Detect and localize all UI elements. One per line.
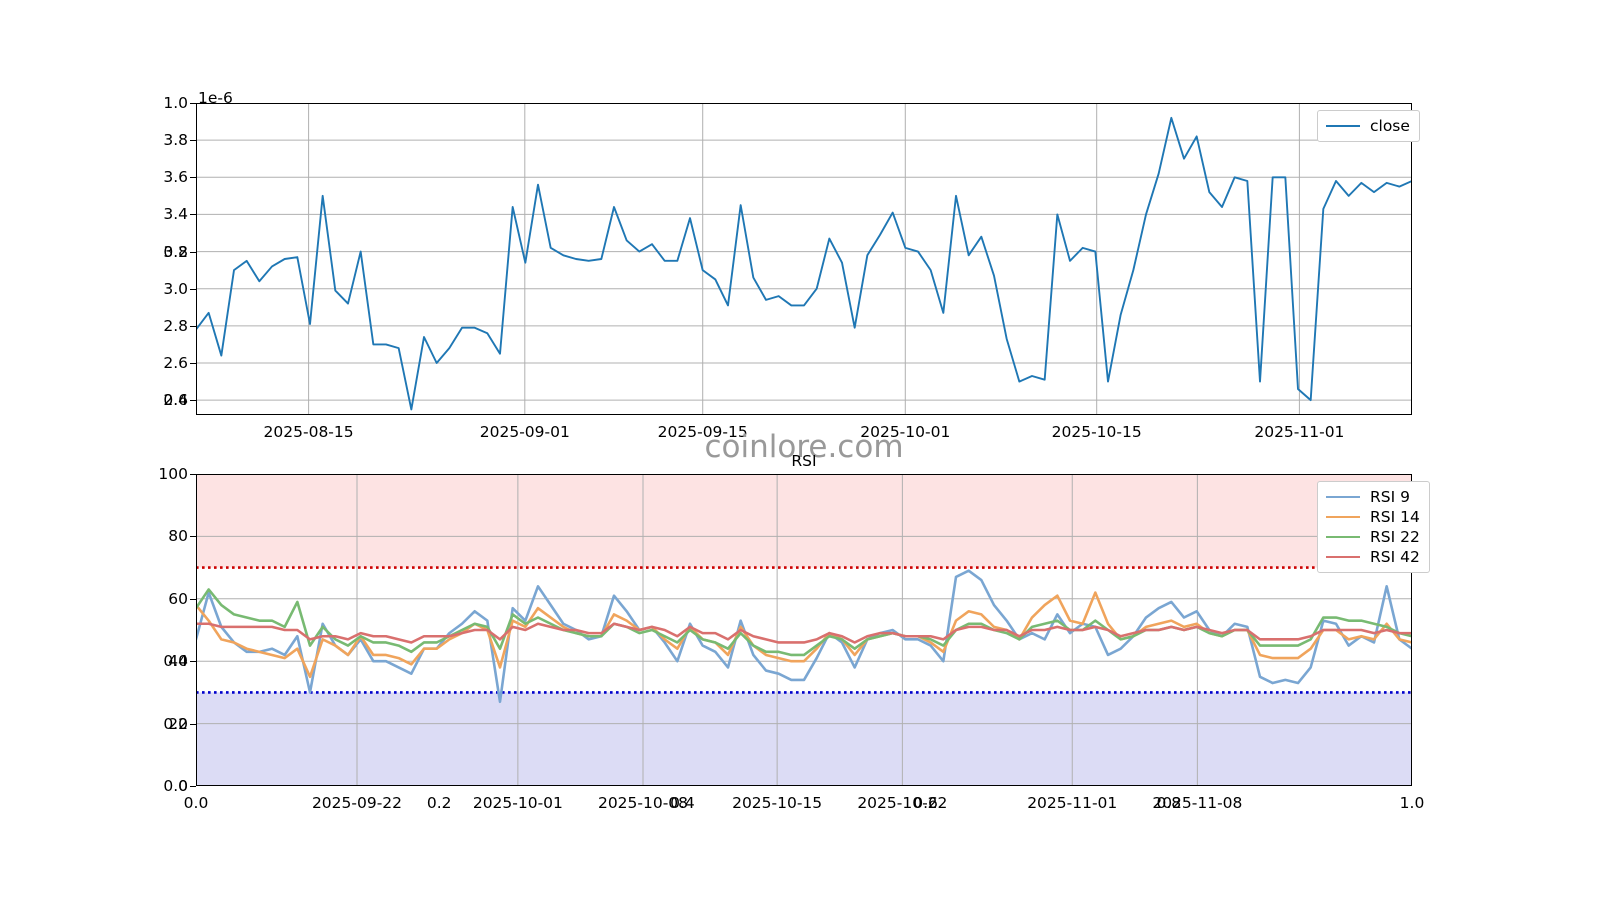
legend-swatch-icon [1326, 556, 1360, 558]
legend-swatch-icon [1326, 516, 1360, 518]
price-legend[interactable]: close [1317, 110, 1420, 142]
price-y-tick-mark [190, 140, 196, 142]
legend-label: RSI 9 [1370, 488, 1410, 506]
rsi-y-tick-mark [190, 598, 196, 600]
legend-label: RSI 42 [1370, 548, 1420, 566]
price-x-tick-label: 2025-09-01 [479, 423, 570, 441]
price-y-tick-mark [190, 288, 196, 290]
legend-item-rsi-9[interactable]: RSI 9 [1326, 487, 1420, 507]
rsi-secondary-x-tick-label: 0.8 [1156, 794, 1182, 812]
rsi-y-tick-mark [190, 723, 196, 725]
rsi-x-tick-label: 2025-10-22 [857, 794, 948, 812]
rsi-secondary-x-tick-label: 1.0 [1399, 794, 1425, 812]
rsi-y-tick-mark [190, 786, 196, 787]
rsi-secondary-x-tick-label: 0.4 [670, 794, 695, 812]
price-y-tick-label: 1.0 [163, 94, 188, 112]
rsi-y-tick-label: 80 [168, 527, 188, 546]
price-secondary-y-tick-label: 0.8 [163, 242, 188, 261]
price-y-tick-label: 3.8 [163, 131, 188, 150]
rsi-secondary-x-tick-label: 0.6 [913, 794, 938, 812]
price-y-tick-label: 3.2 [163, 242, 188, 261]
price-y-tick-mark [190, 363, 196, 364]
rsi-y-tick-mark [190, 661, 196, 663]
price-y-tick-label: 2.8 [163, 316, 188, 335]
price-y-tick-label: 3.0 [163, 279, 188, 298]
legend-label: close [1370, 117, 1410, 135]
price-y-tick-mark [190, 214, 196, 216]
price-y-tick-mark [190, 251, 196, 253]
rsi-y-tick-mark [190, 536, 196, 538]
price-y-tick-label: 3.6 [163, 168, 188, 187]
rsi-y-tick-label: 100 [158, 465, 188, 483]
legend-swatch-icon [1326, 496, 1360, 498]
price-chart-panel [196, 103, 1412, 415]
rsi-secondary-x-tick-label: 0.0 [183, 794, 209, 812]
price-secondary-y-tick-label: 0.6 [163, 391, 188, 410]
rsi-y-tick-mark [190, 474, 196, 475]
rsi-secondary-x-tick-label: 0.2 [426, 794, 452, 812]
legend-label: RSI 22 [1370, 528, 1420, 546]
watermark: coinlore.com [704, 429, 904, 465]
price-y-tick-mark [190, 177, 196, 179]
rsi-chart-title: RSI [791, 452, 817, 470]
legend-item-rsi-42[interactable]: RSI 42 [1326, 547, 1420, 567]
price-x-tick-label: 2025-10-15 [1051, 423, 1142, 441]
rsi-x-tick-label: 2025-10-15 [732, 794, 823, 812]
rsi-secondary-y-tick-label: 0.0 [163, 777, 188, 795]
price-y-tick-label: 2.4 [163, 391, 188, 410]
legend-label: RSI 14 [1370, 508, 1420, 526]
price-x-tick-label: 2025-08-15 [263, 423, 354, 441]
price-x-tick-label: 2025-10-01 [860, 423, 951, 441]
rsi-x-tick-label: 2025-10-01 [472, 794, 563, 812]
legend-item-close[interactable]: close [1326, 116, 1410, 136]
price-x-tick-label: 2025-09-15 [657, 423, 748, 441]
legend-item-rsi-14[interactable]: RSI 14 [1326, 507, 1420, 527]
rsi-y-tick-label: 0 [178, 777, 188, 795]
rsi-x-tick-label: 2025-11-08 [1152, 794, 1243, 812]
rsi-plot-area [196, 474, 1412, 786]
price-y-tick-label: 2.6 [163, 354, 188, 372]
rsi-secondary-y-tick-label: 0.4 [163, 652, 188, 671]
price-y-tick-mark [190, 103, 196, 104]
price-y-tick-mark [190, 400, 196, 402]
rsi-legend[interactable]: RSI 9 RSI 14 RSI 22 RSI 42 [1317, 481, 1430, 573]
rsi-y-tick-label: 40 [168, 652, 188, 671]
price-plot-area [196, 103, 1412, 415]
rsi-chart-panel [196, 474, 1412, 786]
rsi-y-tick-label: 60 [168, 589, 188, 608]
price-x-tick-label: 2025-11-01 [1254, 423, 1345, 441]
rsi-y-tick-label: 20 [168, 714, 188, 733]
legend-swatch-icon [1326, 536, 1360, 538]
rsi-secondary-y-tick-label: 0.2 [163, 714, 188, 733]
rsi-x-tick-label: 2025-10-08 [597, 794, 689, 812]
rsi-x-tick-label: 2025-09-22 [311, 794, 403, 812]
price-axis-offset-text: 1e-6 [198, 89, 233, 107]
rsi-x-tick-label: 2025-11-01 [1027, 794, 1118, 812]
legend-swatch-icon [1326, 125, 1360, 127]
price-y-tick-mark [190, 325, 196, 327]
price-y-tick-label: 3.4 [163, 205, 188, 224]
legend-item-rsi-22[interactable]: RSI 22 [1326, 527, 1420, 547]
